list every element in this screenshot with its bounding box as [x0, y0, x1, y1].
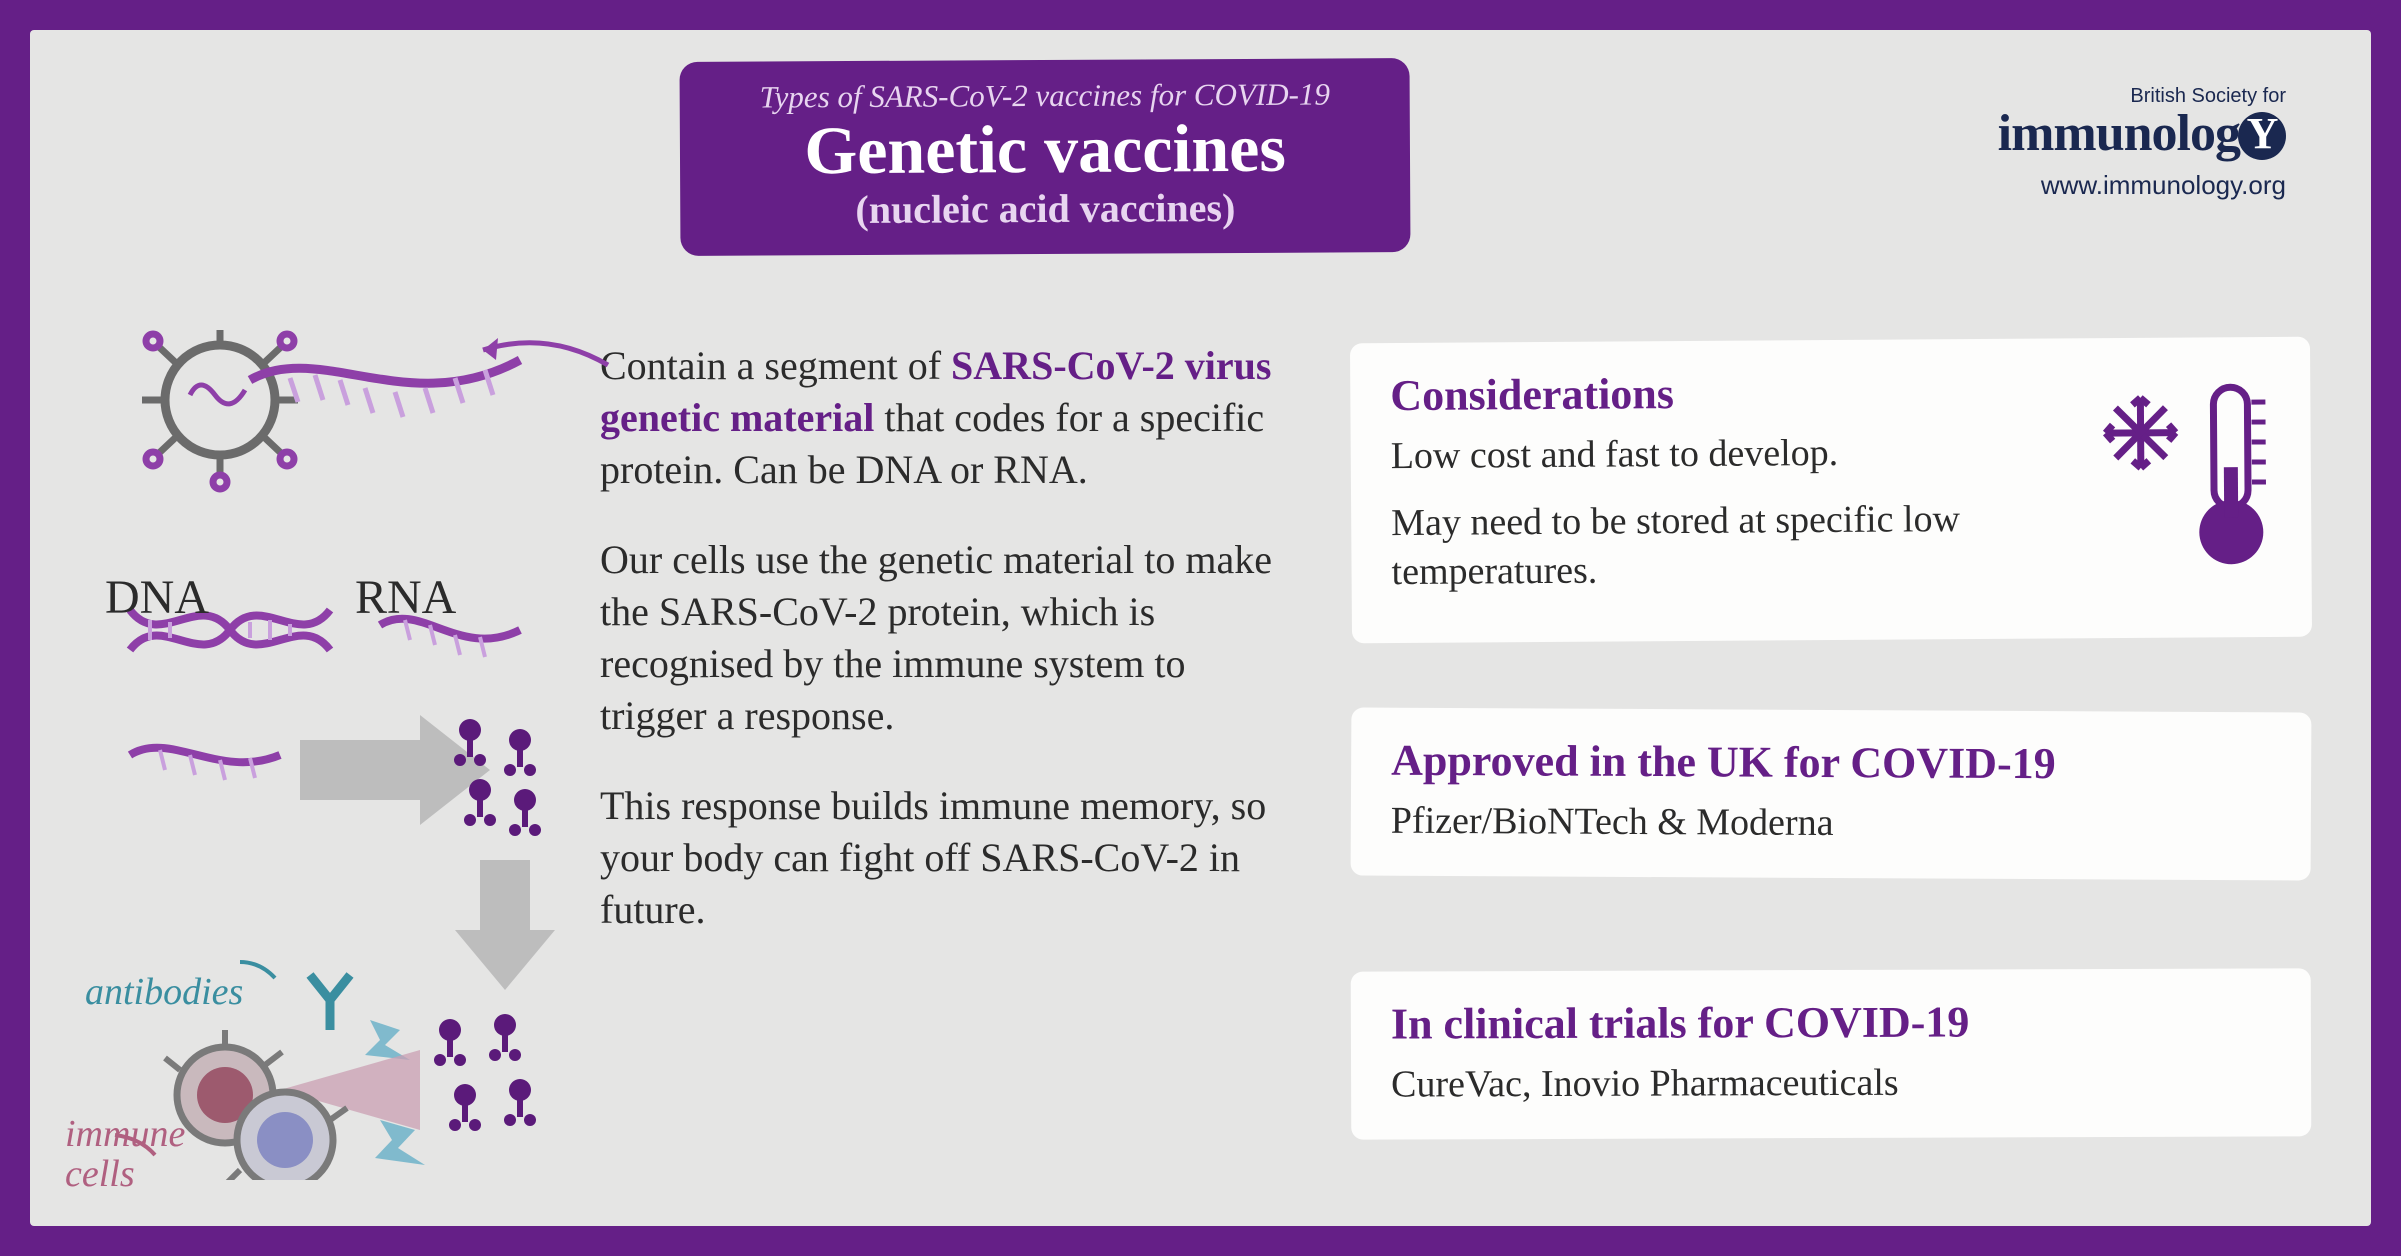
p1-pre: Contain a segment of: [600, 343, 951, 388]
header-title: Genetic vaccines: [760, 113, 1331, 187]
header-paren: (nucleic acid vaccines): [760, 184, 1330, 234]
logo-url: www.immunology.org: [1998, 170, 2286, 201]
pointer-arrow: [468, 320, 628, 400]
infographic-canvas: Types of SARS-CoV-2 vaccines for COVID-1…: [30, 30, 2371, 1226]
trials-heading: In clinical trials for COVID-19: [1391, 996, 2271, 1050]
logo-word: immunolog: [1998, 105, 2240, 162]
diagram-column: [100, 330, 560, 1180]
considerations-card: Considerations Low cost and fast to deve…: [1350, 337, 2312, 644]
body-paragraph-1: Contain a segment of SARS-CoV-2 virus ge…: [600, 340, 1300, 496]
considerations-line1: Low cost and fast to develop.: [1391, 427, 2091, 481]
body-paragraph-3: This response builds immune memory, so y…: [600, 780, 1300, 936]
considerations-line2: May need to be stored at specific low te…: [1391, 494, 2092, 598]
antibody-connector: [240, 962, 275, 978]
virus-icon: [142, 330, 520, 489]
trials-body: CureVac, Inovio Pharmaceuticals: [1391, 1057, 2271, 1109]
rna-to-protein-arrow: [130, 715, 490, 825]
logo-y-icon: Y: [2238, 112, 2286, 160]
rna-label: RNA: [355, 570, 456, 625]
header-banner: Types of SARS-CoV-2 vaccines for COVID-1…: [679, 58, 1410, 256]
antibodies-label: antibodies: [85, 970, 243, 1014]
immune-cells-label: immune cells: [65, 1115, 185, 1195]
antibody-icon: [310, 975, 350, 1030]
body-text-column: Contain a segment of SARS-CoV-2 virus ge…: [600, 340, 1300, 974]
approved-heading: Approved in the UK for COVID-19: [1391, 736, 2271, 791]
down-arrow-icon: [455, 860, 555, 990]
trials-card: In clinical trials for COVID-19 CureVac,…: [1351, 968, 2312, 1139]
logo-main: immunologY: [1998, 108, 2286, 162]
thermometer-snowflake-icon: [2100, 377, 2271, 568]
immune-cells-icon: [165, 1030, 347, 1180]
body-paragraph-2: Our cells use the genetic material to ma…: [600, 534, 1300, 742]
approved-body: Pfizer/BioNTech & Moderna: [1391, 796, 2271, 850]
proteins-cluster-2: [434, 1014, 536, 1131]
logo-block: British Society for immunologY www.immun…: [1998, 85, 2286, 201]
dna-label: DNA: [105, 570, 209, 625]
approved-card: Approved in the UK for COVID-19 Pfizer/B…: [1351, 707, 2312, 880]
diagram-svg: [100, 330, 560, 1180]
